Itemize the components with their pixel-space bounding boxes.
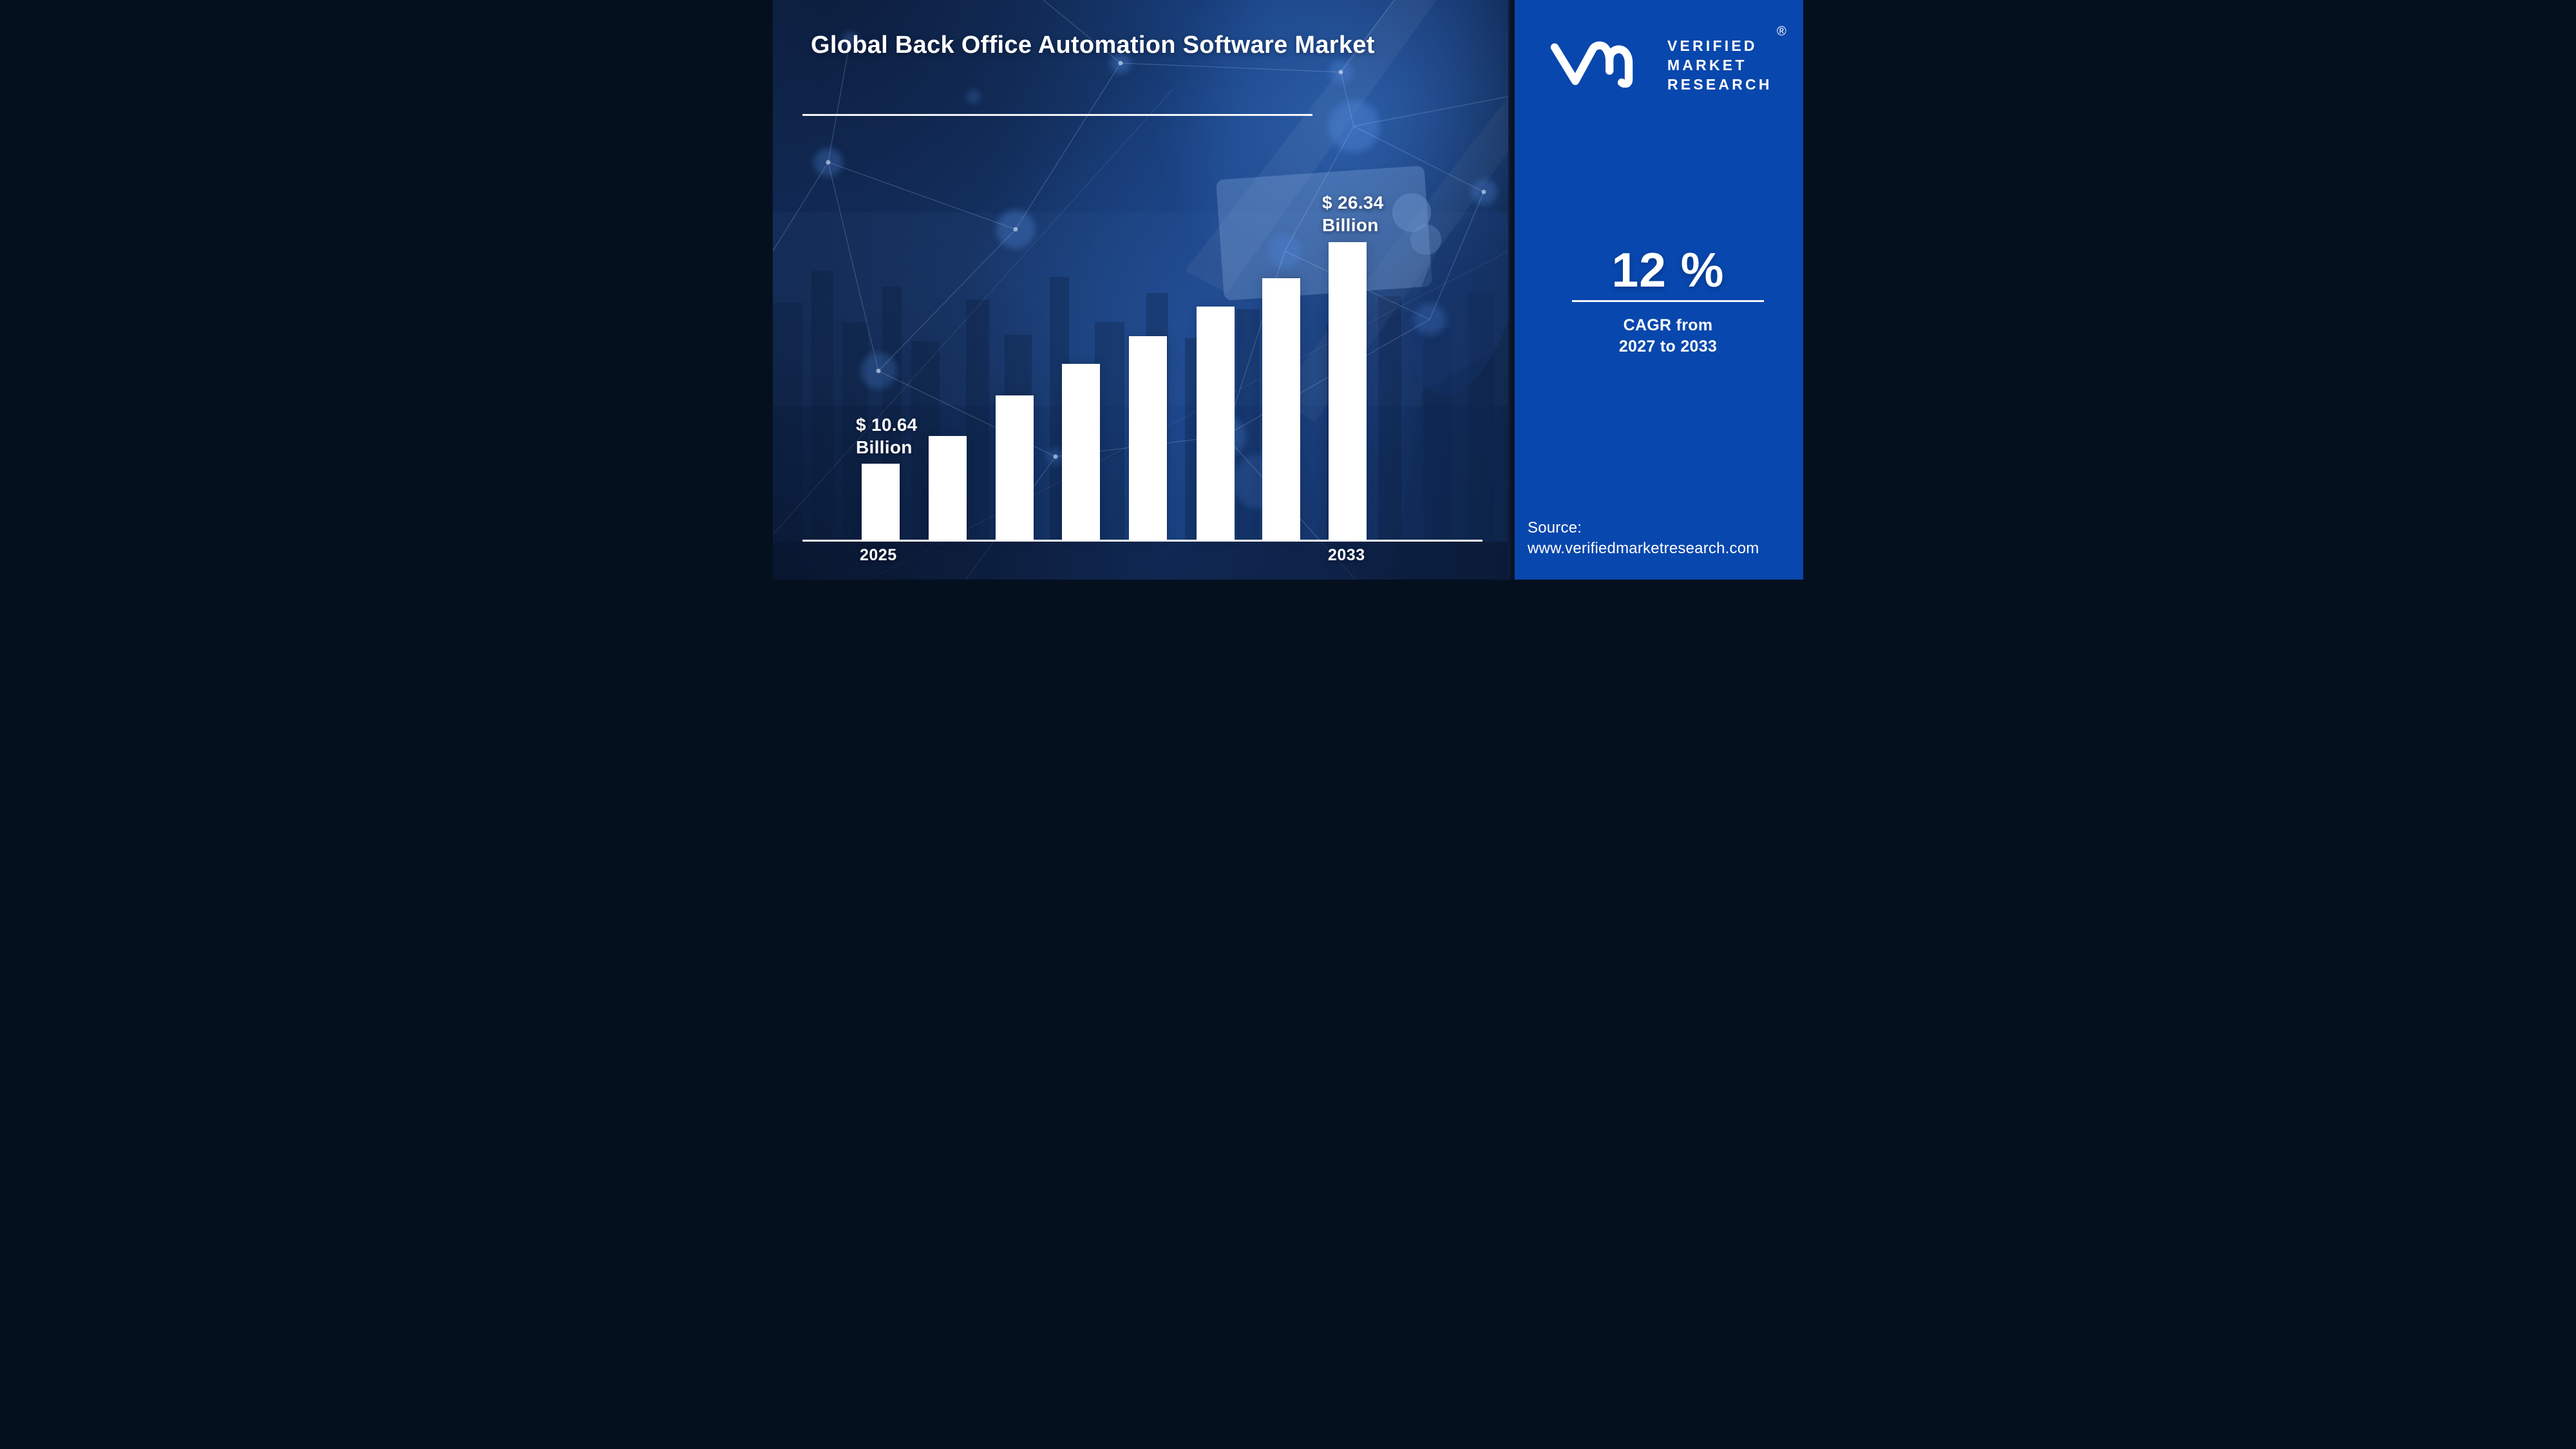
bar-chart: [773, 0, 1508, 580]
end-value-label: $ 26.34 Billion: [1322, 193, 1384, 235]
chart-panel: Global Back Office Automation Software M…: [773, 0, 1508, 580]
cagr-caption: CAGR from 2027 to 2033: [1524, 315, 1803, 357]
bar: [1062, 364, 1100, 540]
panel-divider: [1508, 0, 1515, 580]
cagr-stat: 12 %: [1524, 246, 1803, 294]
cagr-value: 12 %: [1611, 243, 1725, 297]
cagr-caption-line2: 2027 to 2033: [1618, 337, 1718, 355]
registered-trademark-icon: ®: [1777, 24, 1786, 39]
tablet-shape: [1216, 166, 1432, 301]
source-label: Source:: [1528, 519, 1582, 536]
x-tick-last: 2033: [1328, 546, 1365, 564]
brand-wordmark: VERIFIED MARKET RESEARCH: [1667, 36, 1772, 94]
bar: [1129, 336, 1167, 540]
x-axis-line: [802, 540, 1482, 542]
page-title: Global Back Office Automation Software M…: [811, 32, 1375, 59]
brand-line-2: MARKET: [1667, 57, 1747, 73]
bar: [1329, 242, 1367, 540]
below-axis-band: [773, 542, 1508, 580]
brand-line-3: RESEARCH: [1667, 76, 1772, 93]
x-tick-first: 2025: [860, 546, 897, 564]
title-underline: [802, 114, 1312, 116]
bar: [996, 395, 1034, 540]
source-url: www.verifiedmarketresearch.com: [1528, 540, 1759, 557]
brand-logo: VERIFIED MARKET RESEARCH ®: [1531, 24, 1788, 94]
cagr-caption-line1: CAGR from: [1623, 316, 1713, 334]
brand-panel: VERIFIED MARKET RESEARCH ® 12 % CAGR fro…: [1515, 0, 1803, 580]
bar: [1197, 307, 1235, 540]
start-value-label: $ 10.64 Billion: [856, 415, 918, 457]
network-lines-faint: [773, 90, 1508, 580]
source-block: Source: www.verifiedmarketresearch.com: [1528, 518, 1759, 559]
brand-line-1: VERIFIED: [1667, 37, 1757, 54]
infographic-root: Global Back Office Automation Software M…: [773, 0, 1803, 580]
stat-divider: [1572, 300, 1764, 302]
vm-logo-icon: [1550, 41, 1633, 88]
bar: [1262, 278, 1300, 540]
bar: [929, 436, 967, 540]
bar: [862, 464, 900, 540]
hand-silhouette: [1391, 193, 1508, 580]
